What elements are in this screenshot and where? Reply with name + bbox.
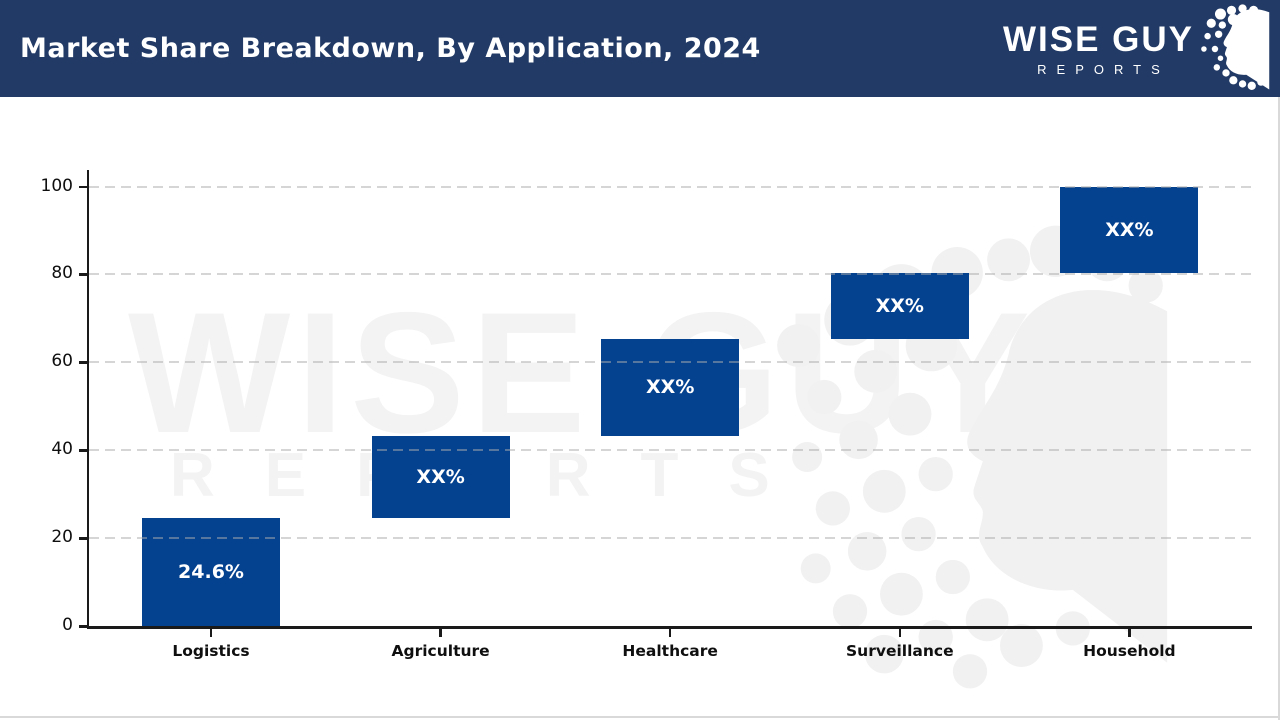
chart-plot-area: WISE GUY REPORTS 24.6%LogisticsXX%Agricu… [0,97,1280,720]
x-axis-label-household: Household [1083,642,1176,660]
page-title: Market Share Breakdown, By Application, … [20,33,761,64]
y-axis-label-60: 60 [51,351,73,372]
logo-subtitle: REPORTS [1037,62,1170,77]
logo-wordmark: WISE GUY [1002,20,1194,59]
x-axis-label-agriculture: Agriculture [391,642,490,660]
y-tick-0 [79,625,89,628]
x-axis-label-healthcare: Healthcare [622,642,718,660]
logo-text: WISE GUY REPORTS [1003,20,1194,77]
watermark-dotted-head [777,225,1168,689]
x-axis-line [86,626,1252,629]
y-tick-80 [79,273,89,276]
bar-healthcare: XX% [601,338,740,437]
right-border-line [1278,97,1280,720]
y-axis-label-80: 80 [51,263,73,284]
gridline-100 [89,185,1252,188]
y-axis-line [86,170,89,629]
x-axis-label-surveillance: Surveillance [846,642,954,660]
bar-value-label: XX% [875,294,924,317]
bar-surveillance: XX% [830,273,969,339]
bar-value-label: XX% [1105,218,1154,241]
bottom-border-line [0,716,1280,718]
y-tick-60 [79,361,89,364]
x-axis-label-logistics: Logistics [172,642,250,660]
gridline-80 [89,273,1252,276]
header-bar: Market Share Breakdown, By Application, … [0,0,1280,97]
bar-value-label: 24.6% [178,560,244,583]
y-axis-label-20: 20 [51,527,73,548]
y-axis-label-40: 40 [51,439,73,460]
bar-value-label: XX% [416,466,465,488]
x-tick-logistics [209,628,213,637]
y-tick-40 [79,449,89,452]
bar-logistics: 24.6% [142,517,280,626]
x-tick-household [1128,628,1131,637]
wise-guy-reports-logo: WISE GUY REPORTS [1003,0,1280,97]
bar-household: XX% [1060,186,1199,274]
y-axis-label-100: 100 [40,175,73,196]
bar-value-label: XX% [646,376,695,399]
y-axis-label-0: 0 [62,615,73,635]
y-tick-20 [79,537,89,540]
gridline-20 [89,537,1252,540]
gridline-60 [89,361,1252,364]
x-tick-healthcare [668,628,672,637]
y-tick-100 [79,185,89,189]
dotted-head-icon [1201,3,1270,90]
x-tick-agriculture [439,628,442,637]
x-tick-surveillance [898,628,902,637]
gridline-40 [89,449,1252,452]
